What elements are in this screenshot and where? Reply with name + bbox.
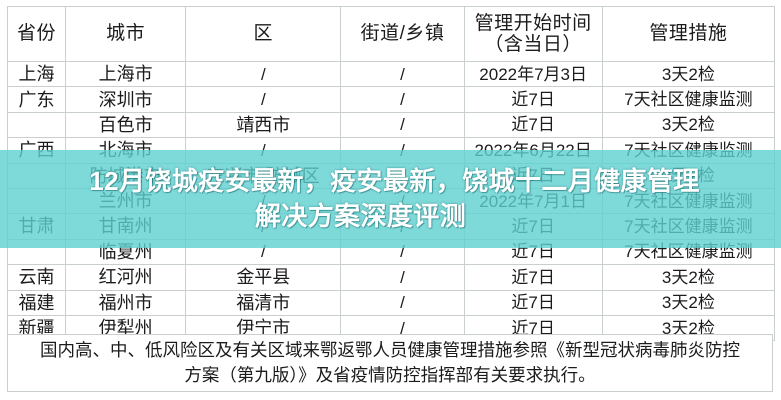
cell-street: / (340, 162, 465, 189)
column-header-measure: 管理措施 (601, 6, 776, 62)
cell-measure: 3天2检 (601, 111, 776, 139)
cell-measure: 3天2检 (601, 162, 776, 189)
column-header-start-time: 管理开始时间 （含当日） (463, 6, 603, 62)
cell-district: / (185, 86, 342, 113)
cell-city: 深圳市 (65, 86, 187, 113)
table-row: 新疆 伊犁州 伊宁市 / 近7日 3天2检 (6, 314, 776, 342)
table-row: 百色市 靖西市 / 近7日 3天2检 (6, 111, 776, 139)
cell-city: 上海市 (65, 60, 187, 88)
cell-province (6, 162, 67, 189)
cell-street: / (340, 187, 465, 215)
cell-province: 上海 (6, 60, 67, 88)
cell-district: 东兴市/防城区 (185, 162, 342, 189)
column-header-start-time-sublabel: （含当日） (484, 34, 582, 55)
cell-district: / (185, 60, 342, 88)
column-header-city: 城市 (65, 6, 187, 62)
cell-province: 福建 (6, 289, 67, 316)
cell-start-time: 近7日 (463, 213, 603, 240)
cell-district: / (185, 213, 342, 240)
cell-start-time: 近7日 (463, 238, 603, 266)
cell-measure: 7天社区健康监测 (601, 86, 776, 113)
cell-district: 福清市 (185, 289, 342, 316)
cell-measure: 7天社区健康监测 (601, 187, 776, 215)
cell-province: 广东 (6, 86, 67, 113)
cell-street: / (340, 86, 465, 113)
table-row: 福建 福州市 福清市 / 近7日 3天2检 (6, 289, 776, 316)
cell-measure: 3天2检 (601, 60, 776, 88)
table-row: 上海 上海市 //2022年7月3日 3天2检 (6, 60, 776, 88)
cell-city: 福州市 (65, 289, 187, 316)
cell-province (6, 111, 67, 139)
cell-measure: 3天2检 (601, 264, 776, 291)
cell-district: / (185, 137, 342, 164)
cell-city: 北海市 (65, 137, 187, 164)
cell-district: / (185, 187, 342, 215)
cell-street: / (340, 238, 465, 266)
column-header-province-label: 省份 (17, 23, 57, 45)
cell-start-time: 2022年7月3日 (463, 60, 603, 88)
cell-district: 靖西市 (185, 111, 342, 139)
cell-province: 甘肃 (6, 213, 67, 240)
cell-street: / (340, 264, 465, 291)
cell-street: / (340, 213, 465, 240)
column-header-district-label: 区 (253, 23, 274, 45)
column-header-district: 区 (185, 6, 342, 62)
cell-start-time: 2022年7月1日 (463, 187, 603, 215)
cell-measure: 3天2检 (601, 289, 776, 316)
cell-city: 防城港市 (65, 162, 187, 189)
cell-city: 红河州 (65, 264, 187, 291)
table-row: 广西 北海市 //2022年6月22日 7天社区健康监测 (6, 137, 776, 164)
cell-start-time: 近7日 (463, 86, 603, 113)
footer-note-line-2: 方案（第九版）》及省疫情防控指挥部有关要求执行。 (184, 365, 596, 385)
table-body: 上海 上海市 //2022年7月3日 3天2检 广东 深圳市 / / 近7日 7天社区健康监测 百色… (6, 60, 776, 342)
table-row: 防城港市 东兴市/防城区 / 近7日 3天2检 (6, 162, 776, 189)
table-row: 云南 红河州 金平县 / 近7日 3天2检 (6, 264, 776, 291)
cell-city: 兰州市 (65, 187, 187, 215)
cell-province (6, 187, 67, 215)
cell-start-time: 近7日 (463, 111, 603, 139)
risk-area-table: 省份 城市 区 街道/乡镇 管理开始时间 （含当日） (6, 6, 776, 342)
column-header-measure-label: 管理措施 (649, 23, 728, 45)
table-row: 临夏州 / / 近7日 7天社区健康监测 (6, 238, 776, 266)
cell-start-time: 2022年6月22日 (463, 137, 603, 164)
column-header-street: 街道/乡镇 (340, 6, 465, 62)
footer-note: 国内高、中、低风险区及有关区域来鄂返鄂人员健康管理措施参照《新型冠状病毒肺炎防控… (7, 334, 773, 392)
column-header-province: 省份 (6, 6, 67, 62)
cell-measure: 7天社区健康监测 (601, 238, 776, 266)
cell-street: / (340, 289, 465, 316)
table-row: 甘肃 甘南州 / / 近7日 7天社区健康监测 (6, 213, 776, 240)
cell-district: / (185, 238, 342, 266)
cell-district: 金平县 (185, 264, 342, 291)
cell-start-time: 近7日 (463, 162, 603, 189)
table-header-row: 省份 城市 区 街道/乡镇 管理开始时间 （含当日） (6, 6, 776, 62)
cell-city: 临夏州 (65, 238, 187, 266)
cell-start-time: 近7日 (463, 289, 603, 316)
column-header-city-label: 城市 (106, 23, 146, 45)
table-header: 省份 城市 区 街道/乡镇 管理开始时间 （含当日） (6, 6, 776, 62)
cell-province (6, 238, 67, 266)
cell-measure: 7天社区健康监测 (601, 137, 776, 164)
cell-measure: 7天社区健康监测 (601, 213, 776, 240)
cell-city: 百色市 (65, 111, 187, 139)
table-row: 兰州市 //2022年7月1日 7天社区健康监测 (6, 187, 776, 215)
column-header-street-label: 街道/乡镇 (360, 23, 445, 45)
cell-start-time: 近7日 (463, 264, 603, 291)
cell-street: / (340, 60, 465, 88)
column-header-start-time-label: 管理开始时间 (474, 12, 592, 34)
cell-street: / (340, 111, 465, 139)
footer-note-line-1: 国内高、中、低风险区及有关区域来鄂返鄂人员健康管理措施参照《新型冠状病毒肺炎防控 (40, 340, 740, 361)
cell-street: / (340, 137, 465, 164)
cell-province: 云南 (6, 264, 67, 291)
risk-area-table-container: 省份 城市 区 街道/乡镇 管理开始时间 （含当日） (6, 6, 776, 342)
cell-city: 甘南州 (65, 213, 187, 240)
table-row: 广东 深圳市 / / 近7日 7天社区健康监测 (6, 86, 776, 113)
cell-province: 广西 (6, 137, 67, 164)
